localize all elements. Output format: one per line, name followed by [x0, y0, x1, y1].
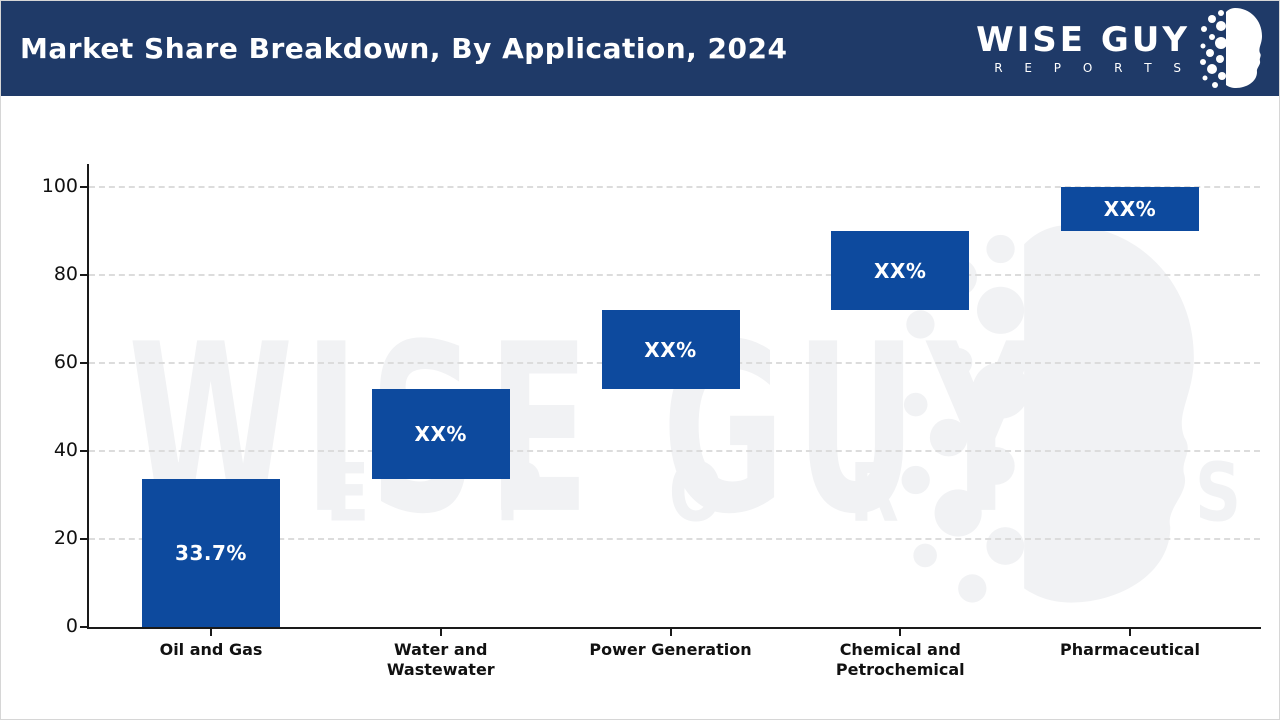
bar-value-label: XX% [874, 258, 927, 283]
y-axis-tick-label: 40 [53, 439, 78, 461]
x-axis-tick-mark [1129, 629, 1131, 636]
x-axis-category-label: Pharmaceutical [1060, 640, 1200, 659]
y-axis-tick-mark [80, 626, 87, 628]
bar: XX% [831, 231, 970, 311]
gridline [89, 538, 1260, 540]
bar: XX% [601, 310, 740, 390]
y-axis-tick-label: 0 [65, 615, 78, 637]
bar: XX% [371, 389, 510, 479]
header-bar: Market Share Breakdown, By Application, … [0, 0, 1280, 96]
logo-text: WISE GUY R E P O R T S [976, 23, 1190, 74]
y-axis-tick-label: 20 [53, 527, 78, 549]
page-title: Market Share Breakdown, By Application, … [20, 31, 788, 65]
x-axis-category-label: Chemical and Petrochemical [835, 640, 965, 679]
x-axis-tick-mark [439, 629, 442, 636]
y-axis-tick-label: 100 [41, 175, 78, 197]
bar-value-label: 33.7% [175, 540, 247, 565]
bar-value-label: XX% [414, 422, 467, 447]
x-axis-category-label: Power Generation [589, 640, 752, 659]
bar: XX% [1061, 187, 1199, 231]
gridline [89, 186, 1260, 188]
y-axis-tick-mark [80, 362, 87, 364]
y-axis-tick-mark [80, 186, 87, 188]
y-axis-tick-label: 60 [53, 351, 78, 373]
logo-face-icon [1200, 8, 1262, 88]
x-axis-category-label: Water and Wastewater [386, 640, 495, 679]
gridline [89, 450, 1260, 452]
chart-area: WISE GUY R E P O R T S 0 20 40 60 80 100 33.7%… [0, 96, 1280, 720]
x-axis-tick-mark [899, 629, 902, 636]
y-axis-tick-mark [80, 274, 87, 276]
logo-wiseguy-text: WISE GUY [976, 19, 1190, 60]
x-axis-line [86, 627, 1261, 629]
gridline [89, 274, 1260, 276]
bar: 33.7% [142, 478, 280, 627]
y-axis-tick-mark [80, 450, 87, 452]
bar-value-label: XX% [1103, 197, 1157, 221]
y-axis-tick-label: 80 [53, 263, 78, 285]
x-axis-tick-mark [669, 629, 672, 636]
x-axis-tick-mark [210, 629, 212, 636]
wiseguy-logo: WISE GUY R E P O R T S [976, 6, 1280, 90]
logo-reports-text: R E P O R T S [994, 60, 1190, 75]
x-axis-category-label: Oil and Gas [159, 640, 263, 659]
y-axis-tick-mark [80, 538, 87, 540]
bar-value-label: XX% [644, 337, 697, 362]
y-axis-line [86, 164, 89, 629]
